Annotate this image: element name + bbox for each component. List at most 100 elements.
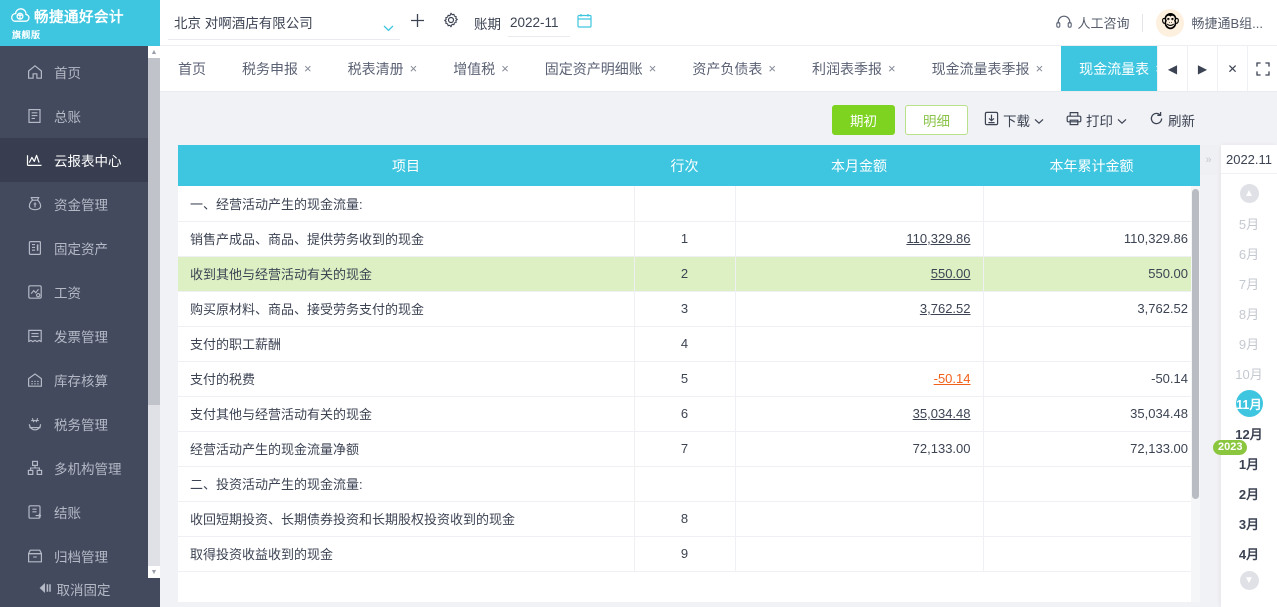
month-item-11[interactable]: 11月 (1221, 388, 1277, 418)
cell-month-amount[interactable]: 35,034.48 (734, 396, 983, 432)
sidebar-item-tax-management[interactable]: 税务管理 (0, 402, 160, 446)
month-item-12[interactable]: 12月 (1235, 426, 1263, 442)
sidebar-item-ledger[interactable]: 总账 (0, 94, 160, 138)
app-logo[interactable]: 畅捷通好会计 旗舰版 (0, 0, 160, 46)
fullscreen-icon[interactable] (1247, 46, 1277, 91)
month-list: ▲ 5月 6月 7月 8月 9月 10月 11月 12月 2023 1月 2月 … (1213, 174, 1277, 607)
amount-link[interactable]: 110,329.86 (906, 231, 971, 246)
sidebar-scrollbar[interactable]: ▲ ▼ (148, 46, 160, 578)
month-item-9[interactable]: 9月 (1238, 336, 1260, 352)
opening-balance-button[interactable]: 期初 (832, 105, 895, 135)
unpin-sidebar-button[interactable]: 取消固定 (0, 571, 148, 607)
sidebar-item-fund-management[interactable]: 资金管理 (0, 182, 160, 226)
tab-home[interactable]: 首页 (160, 46, 224, 91)
caret-up-icon[interactable]: ▲ (148, 46, 160, 58)
download-label: 下载 (1003, 114, 1030, 129)
amount-link[interactable]: 550.00 (930, 266, 971, 281)
close-icon[interactable]: × (501, 61, 509, 76)
close-icon[interactable]: × (1155, 61, 1157, 76)
sidebar-item-archive-management[interactable]: 归档管理 (0, 534, 160, 578)
company-selector[interactable]: 北京 对啊酒店有限公司 (168, 6, 400, 40)
calendar-icon[interactable] (577, 13, 592, 33)
close-all-tabs-icon[interactable]: ✕ (1217, 46, 1247, 91)
caret-left-icon[interactable]: ◀ (1157, 46, 1187, 91)
month-item-6[interactable]: 6月 (1238, 246, 1260, 262)
table-scroll-thumb[interactable] (1192, 189, 1199, 499)
close-icon[interactable]: × (409, 61, 418, 76)
table-row[interactable]: 支付其他与经营活动有关的现金 6 35,034.48 35,034.48 (178, 396, 1200, 432)
caret-down-icon[interactable]: ▼ (148, 566, 160, 578)
cell-line: 7 (633, 431, 735, 467)
tab-fixed-asset-detail-ledger[interactable]: 固定资产明细账 × (527, 46, 675, 91)
month-item-10[interactable]: 10月 (1235, 366, 1263, 382)
tab-balance-sheet[interactable]: 资产负债表 × (674, 46, 794, 91)
cell-item: 购买原材料、商品、接受劳务支付的现金 (178, 291, 634, 327)
sidebar-item-checkout[interactable]: 结账 (0, 490, 160, 534)
month-item-4[interactable]: 4月 (1238, 546, 1260, 562)
close-icon[interactable]: × (1035, 61, 1044, 76)
cell-month-amount[interactable]: -50.14 (734, 361, 983, 397)
table-row[interactable]: 一、经营活动产生的现金流量: (178, 186, 1200, 222)
sidebar-item-payroll[interactable]: 工资 (0, 270, 160, 314)
close-icon[interactable]: × (887, 61, 896, 76)
sidebar-item-fixed-assets[interactable]: 固定资产 (0, 226, 160, 270)
close-icon[interactable]: × (648, 61, 657, 76)
month-item-7[interactable]: 7月 (1238, 276, 1260, 292)
table-row[interactable]: 购买原材料、商品、接受劳务支付的现金 3 3,762.52 3,762.52 (178, 291, 1200, 327)
tab-cash-flow-quarterly[interactable]: 现金流量表季报 × (914, 46, 1062, 91)
chevron-up-circle-icon[interactable]: ▲ (1239, 184, 1259, 203)
sidebar-item-inventory-accounting[interactable]: 库存核算 (0, 358, 160, 402)
close-icon[interactable]: × (768, 61, 776, 76)
panel-period-label[interactable]: 2022.11 (1221, 145, 1277, 174)
tab-cash-flow-statement[interactable]: 现金流量表 × (1061, 46, 1157, 91)
add-company-button[interactable] (400, 6, 434, 40)
print-button[interactable]: 打印 (1060, 105, 1133, 135)
cell-year-amount: 3,762.52 (982, 291, 1200, 327)
amount-link[interactable]: -50.14 (933, 371, 971, 386)
chevron-down-icon (1117, 113, 1127, 128)
month-item-8[interactable]: 8月 (1238, 306, 1260, 322)
table-row[interactable]: 二、投资活动产生的现金流量: (178, 466, 1200, 502)
amount-link[interactable]: 3,762.52 (919, 301, 971, 316)
table-row[interactable]: 销售产成品、商品、提供劳务收到的现金 1 110,329.86 110,329.… (178, 221, 1200, 257)
avatar[interactable]: 🐵 (1156, 8, 1185, 37)
cash-flow-table: 项目 行次 本月金额 本年累计金额 一、经营活动产生的现金流量: 销售产成品、 (178, 145, 1200, 602)
chevron-double-right-icon[interactable]: » (1200, 145, 1217, 175)
month-item-1[interactable]: 2023 1月 (1213, 440, 1277, 478)
table-row[interactable]: 支付的职工薪酬 4 (178, 326, 1200, 362)
table-row[interactable]: 支付的税费 5 -50.14 -50.14 (178, 361, 1200, 397)
settings-button[interactable] (434, 6, 468, 40)
close-icon[interactable]: × (304, 61, 312, 76)
cell-month-amount[interactable]: 110,329.86 (734, 221, 983, 257)
table-row[interactable]: 收回短期投资、长期债券投资和长期股权投资收到的现金 8 (178, 501, 1200, 537)
consult-button[interactable]: 人工咨询 (1056, 13, 1129, 32)
sidebar-scroll-thumb[interactable] (148, 58, 160, 405)
month-item-2[interactable]: 2月 (1238, 486, 1260, 502)
sidebar-item-home[interactable]: 首页 (0, 50, 160, 94)
table-row[interactable]: 经营活动产生的现金流量净额 7 72,133.00 72,133.00 (178, 431, 1200, 467)
period-value[interactable]: 2022-11 (508, 9, 570, 37)
tab-vat[interactable]: 增值税 × (435, 46, 527, 91)
sidebar-item-cloud-report-center[interactable]: 云报表中心 (0, 138, 160, 182)
cell-month-amount[interactable]: 3,762.52 (734, 291, 983, 327)
cell-month-amount[interactable]: 550.00 (734, 256, 983, 292)
period-selector[interactable]: 账期 2022-11 (474, 9, 592, 37)
detail-button[interactable]: 明细 (905, 105, 968, 135)
cell-month-amount (734, 186, 983, 222)
table-row[interactable]: 取得投资收益收到的现金 9 (178, 536, 1200, 572)
tab-tax-filing[interactable]: 税务申报 × (224, 46, 330, 91)
refresh-button[interactable]: 刷新 (1143, 105, 1201, 135)
table-row[interactable]: 收到其他与经营活动有关的现金 2 550.00 550.00 (178, 256, 1200, 292)
download-button[interactable]: 下载 (978, 105, 1050, 135)
sidebar-item-invoice-management[interactable]: 发票管理 (0, 314, 160, 358)
cloud-logo-icon (10, 8, 30, 24)
month-item-3[interactable]: 3月 (1238, 516, 1260, 532)
chevron-down-circle-icon[interactable]: ▼ (1239, 571, 1259, 590)
username-label[interactable]: 畅捷通B组... (1191, 16, 1263, 31)
month-item-5[interactable]: 5月 (1238, 216, 1260, 232)
amount-link[interactable]: 35,034.48 (912, 406, 971, 421)
caret-right-icon[interactable]: ▶ (1187, 46, 1217, 91)
tab-income-statement-quarterly[interactable]: 利润表季报 × (794, 46, 914, 91)
tab-tax-form-register[interactable]: 税表清册 × (330, 46, 436, 91)
sidebar-item-multi-org-management[interactable]: 多机构管理 (0, 446, 160, 490)
